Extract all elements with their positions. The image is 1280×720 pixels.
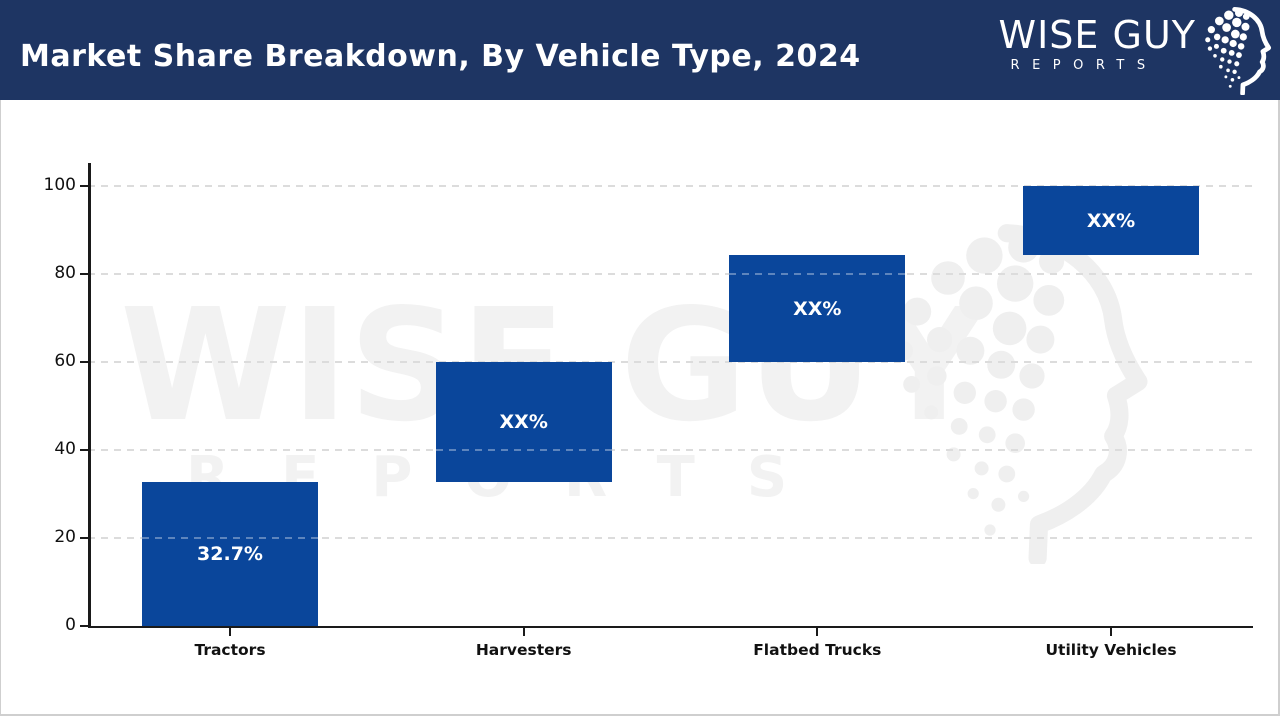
gridline-100: [88, 185, 1253, 187]
y-tick-60: [80, 361, 88, 364]
category-label-flatbed-trucks: Flatbed Trucks: [753, 641, 882, 659]
brand-wordmark: WISE GUY: [998, 13, 1196, 57]
bar-value-label: 32.7%: [197, 543, 263, 566]
y-tick-100: [80, 185, 88, 188]
y-axis: [88, 163, 91, 628]
bar-utility-vehicles: XX%: [1023, 186, 1199, 256]
brand-logo: WISE GUY REPORTS: [999, 16, 1196, 72]
y-tick-0: [80, 625, 88, 628]
y-tick-80: [80, 273, 88, 276]
header: Market Share Breakdown, By Vehicle Type,…: [0, 0, 1280, 100]
bar-value-label: XX%: [793, 297, 842, 320]
x-tick-4: [1110, 628, 1113, 636]
y-tick-label: 100: [43, 175, 76, 195]
gridline-60: [88, 361, 1253, 363]
y-tick-20: [80, 537, 88, 540]
y-tick-label: 80: [54, 263, 76, 283]
category-label-tractors: Tractors: [194, 641, 266, 659]
brand-head-icon: [1201, 5, 1274, 95]
y-tick-label: 0: [65, 615, 76, 635]
category-label-utility-vehicles: Utility Vehicles: [1045, 641, 1177, 659]
x-axis: [88, 625, 1253, 629]
gridline-over-bar: [729, 272, 906, 275]
x-tick-1: [229, 628, 232, 636]
gridline-40: [88, 449, 1253, 451]
x-tick-3: [816, 628, 819, 636]
x-tick-2: [522, 628, 525, 636]
page-title: Market Share Breakdown, By Vehicle Type,…: [20, 38, 861, 74]
gridline-80: [88, 273, 1253, 275]
y-tick-40: [80, 449, 88, 452]
y-tick-label: 60: [54, 351, 76, 371]
bar-tractors: 32.7%: [142, 482, 318, 626]
bar-value-label: XX%: [1086, 209, 1136, 232]
category-label-harvesters: Harvesters: [475, 641, 572, 659]
y-tick-label: 40: [54, 439, 76, 459]
bar-value-label: XX%: [499, 411, 548, 434]
gridline-over-bar: [142, 536, 318, 539]
gridline-20: [88, 537, 1253, 539]
brand-reports-label: REPORTS: [1010, 58, 1158, 73]
y-tick-label: 20: [54, 527, 76, 547]
bar-flatbed-trucks: XX%: [729, 255, 906, 362]
bar-harvesters: XX%: [435, 362, 612, 483]
gridline-over-bar: [435, 449, 612, 451]
